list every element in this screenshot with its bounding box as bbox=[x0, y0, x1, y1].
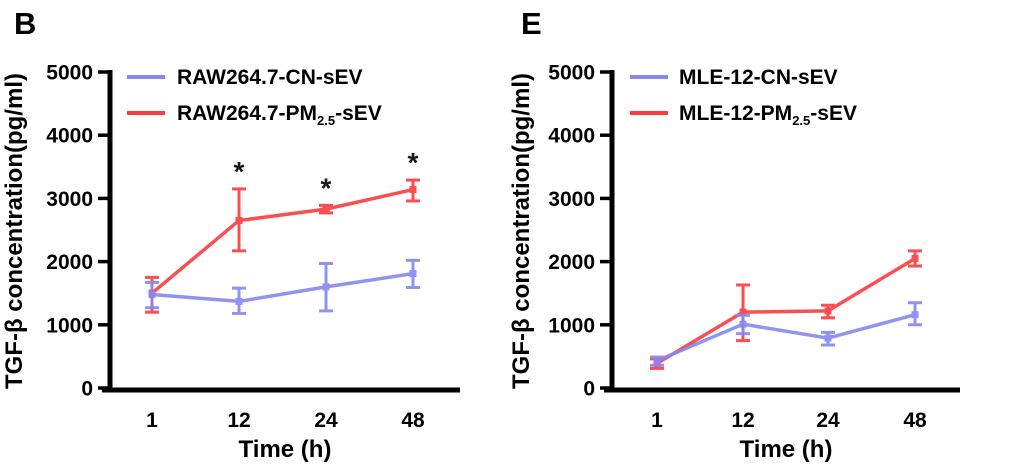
y-tick-label: 2000 bbox=[46, 251, 93, 274]
data-point-marker bbox=[739, 320, 747, 328]
data-point-marker bbox=[409, 270, 417, 278]
panel-label-b: B bbox=[14, 6, 37, 41]
x-tick-label: 1 bbox=[146, 409, 158, 432]
data-point-marker bbox=[824, 334, 832, 342]
legend-label-mle-12-cn-sev: MLE-12-CN-sEV bbox=[679, 66, 838, 89]
legend-label-raw264-7-pm2-5-sev: RAW264.7-PM2.5-sEV bbox=[177, 102, 382, 128]
significance-asterisk: * bbox=[408, 147, 419, 178]
data-point-marker bbox=[148, 290, 156, 298]
data-point-marker bbox=[739, 308, 747, 316]
series-line bbox=[151, 271, 414, 304]
x-tick-label: 24 bbox=[314, 409, 338, 432]
series-line bbox=[656, 256, 916, 365]
x-tick-label: 1 bbox=[651, 409, 663, 432]
data-point-marker bbox=[653, 357, 661, 365]
x-tick-label: 12 bbox=[227, 409, 250, 432]
x-axis-title: Time (h) bbox=[239, 436, 332, 463]
legend: MLE-12-CN-sEV MLE-12-PM2.5-sEV bbox=[630, 66, 857, 128]
data-point-marker bbox=[911, 311, 919, 319]
significance-asterisk: * bbox=[234, 156, 245, 187]
data-point-marker bbox=[322, 205, 330, 213]
panel-B: B 0 1000 2000 3000 4000 5000 1 12 24 48 Time (h) TG… bbox=[1, 6, 460, 463]
y-axis-title: TGF-β concentration(pg/ml) bbox=[1, 73, 28, 389]
significance-asterisk: * bbox=[321, 172, 332, 203]
series-raw264-7-cn-sev bbox=[145, 258, 420, 315]
y-tick-label: 5000 bbox=[548, 62, 595, 85]
axes: 0 1000 2000 3000 4000 5000 1 12 24 48 Time (h) TGF-… bbox=[508, 62, 960, 463]
panel-label-e: E bbox=[521, 6, 542, 41]
y-tick-label: 1000 bbox=[46, 314, 93, 337]
legend-label-raw264-7-cn-sev: RAW264.7-CN-sEV bbox=[177, 66, 363, 89]
data-point-marker bbox=[322, 283, 330, 291]
y-tick-label: 1000 bbox=[548, 314, 595, 337]
x-tick-label: 12 bbox=[731, 409, 754, 432]
data-point-marker bbox=[409, 186, 417, 194]
x-tick-label: 48 bbox=[401, 409, 425, 432]
data-point-marker bbox=[235, 297, 243, 305]
series-mle-12-cn-sev bbox=[650, 301, 922, 367]
panel-E: E 0 1000 2000 3000 4000 5000 1 12 24 48 Time (h) TG… bbox=[507, 0, 1015, 470]
y-tick-label: 4000 bbox=[46, 125, 93, 148]
data-point-marker bbox=[235, 217, 243, 225]
y-tick-label: 2000 bbox=[548, 251, 595, 274]
series-line bbox=[150, 187, 414, 295]
series-mle-12-pm2-5-sev bbox=[650, 249, 922, 370]
y-tick-label: 3000 bbox=[548, 188, 595, 211]
y-tick-label: 5000 bbox=[46, 62, 93, 85]
chart-canvas-b: 0 1000 2000 3000 4000 5000 1 12 24 48 Time (h) TGF-… bbox=[1, 62, 460, 463]
legend-label-mle-12-pm2-5-sev: MLE-12-PM2.5-sEV bbox=[679, 102, 857, 128]
data-point-marker bbox=[824, 307, 832, 315]
chart-canvas-e: 0 1000 2000 3000 4000 5000 1 12 24 48 Time (h) TGF-… bbox=[508, 62, 960, 463]
legend: RAW264.7-CN-sEV RAW264.7-PM2.5-sEV bbox=[127, 66, 382, 128]
series-raw264-7-pm2-5-sev: * * * bbox=[145, 147, 420, 314]
data-point-marker bbox=[911, 254, 919, 262]
y-tick-label: 0 bbox=[81, 378, 93, 401]
y-tick-label: 4000 bbox=[548, 125, 595, 148]
x-tick-label: 48 bbox=[903, 409, 927, 432]
y-tick-label: 0 bbox=[583, 378, 595, 401]
x-tick-label: 24 bbox=[816, 409, 840, 432]
series-line bbox=[656, 312, 916, 363]
axes: 0 1000 2000 3000 4000 5000 1 12 24 48 Time (h) TGF-… bbox=[1, 62, 460, 463]
y-tick-label: 3000 bbox=[46, 188, 93, 211]
x-axis-title: Time (h) bbox=[740, 436, 833, 463]
y-axis-title: TGF-β concentration(pg/ml) bbox=[508, 73, 535, 389]
